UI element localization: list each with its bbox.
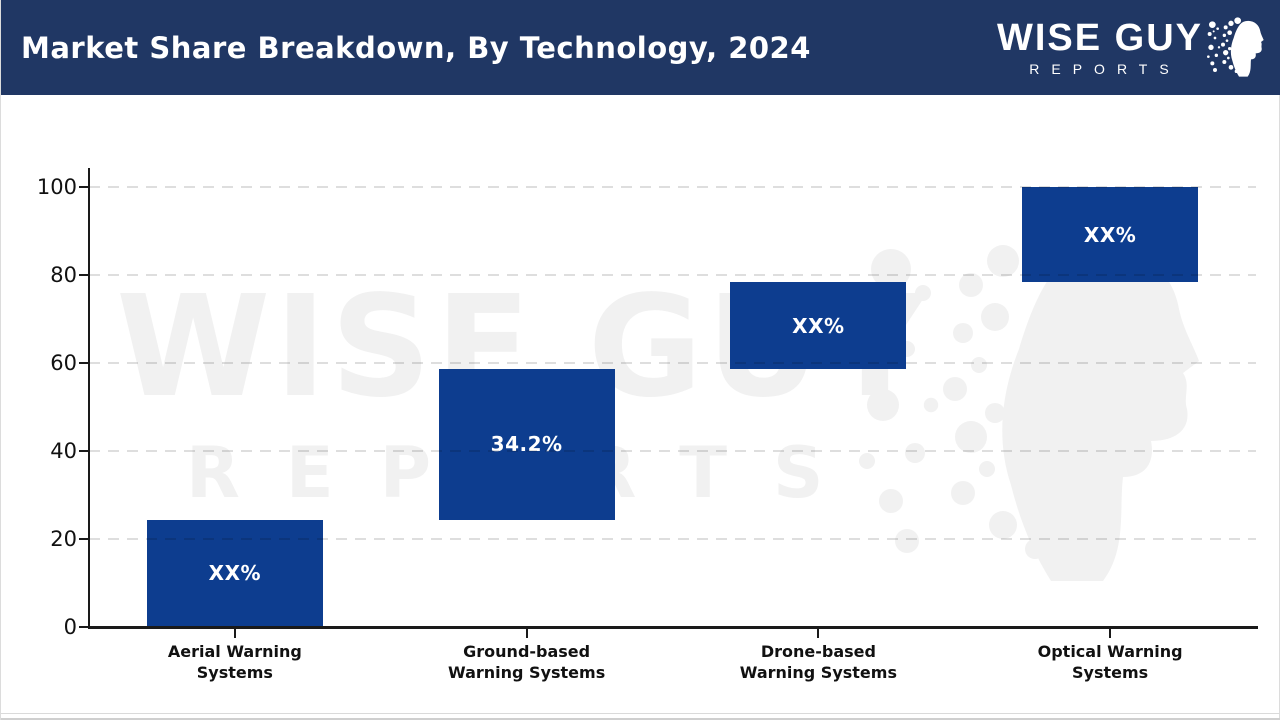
brand-wordmark: WISE GUY REPORTS (997, 19, 1203, 77)
bar-value-label: XX% (208, 561, 262, 586)
gridline (89, 274, 1256, 276)
y-axis-tick-label: 80 (50, 263, 77, 287)
y-axis-tick (79, 626, 89, 628)
y-axis-tick-label: 0 (63, 615, 77, 639)
header: Market Share Breakdown, By Technology, 2… (1, 0, 1280, 95)
y-axis-tick-label: 40 (50, 439, 77, 463)
brand-name-text: WISE GUY (996, 16, 1203, 59)
y-axis-tick (79, 274, 89, 276)
bar-value-label: XX% (1083, 222, 1137, 247)
gridline (89, 186, 1256, 188)
page-title: Market Share Breakdown, By Technology, 2… (21, 30, 811, 65)
x-axis-line (88, 626, 1258, 629)
y-axis-tick (79, 538, 89, 540)
bar: XX% (730, 282, 907, 370)
gridline (89, 538, 1256, 540)
x-category-label: Drone-based Warning Systems (739, 642, 897, 682)
y-axis-tick (79, 362, 89, 364)
bar: XX% (146, 519, 323, 627)
x-axis-tick (525, 629, 528, 638)
x-axis-tick (233, 629, 236, 638)
y-axis-tick-label: 60 (50, 351, 77, 375)
y-axis-tick-label: 100 (36, 175, 77, 199)
watermark-head-icon (859, 228, 1199, 581)
y-axis-line (88, 168, 90, 629)
x-category-label: Ground-based Warning Systems (448, 642, 606, 682)
brand-logo: WISE GUY REPORTS (997, 9, 1280, 87)
y-axis-tick (79, 450, 89, 452)
bar-value-label: XX% (792, 313, 845, 338)
bar: XX% (1022, 187, 1199, 283)
head-silhouette-icon (1207, 16, 1264, 77)
y-axis-tick (79, 186, 89, 188)
bottom-border (1, 713, 1280, 720)
gridline (89, 450, 1256, 452)
x-category-label: Aerial Warning Systems (167, 642, 302, 682)
bar: 34.2% (438, 369, 615, 520)
x-axis-tick (1109, 629, 1112, 638)
x-axis-tick (817, 629, 820, 638)
y-axis-tick-label: 20 (50, 527, 77, 551)
bar-value-label: 34.2% (490, 432, 563, 457)
brand-reports-text: REPORTS (1029, 60, 1181, 77)
x-category-label: Optical Warning Systems (1037, 642, 1183, 682)
gridline (89, 362, 1256, 364)
